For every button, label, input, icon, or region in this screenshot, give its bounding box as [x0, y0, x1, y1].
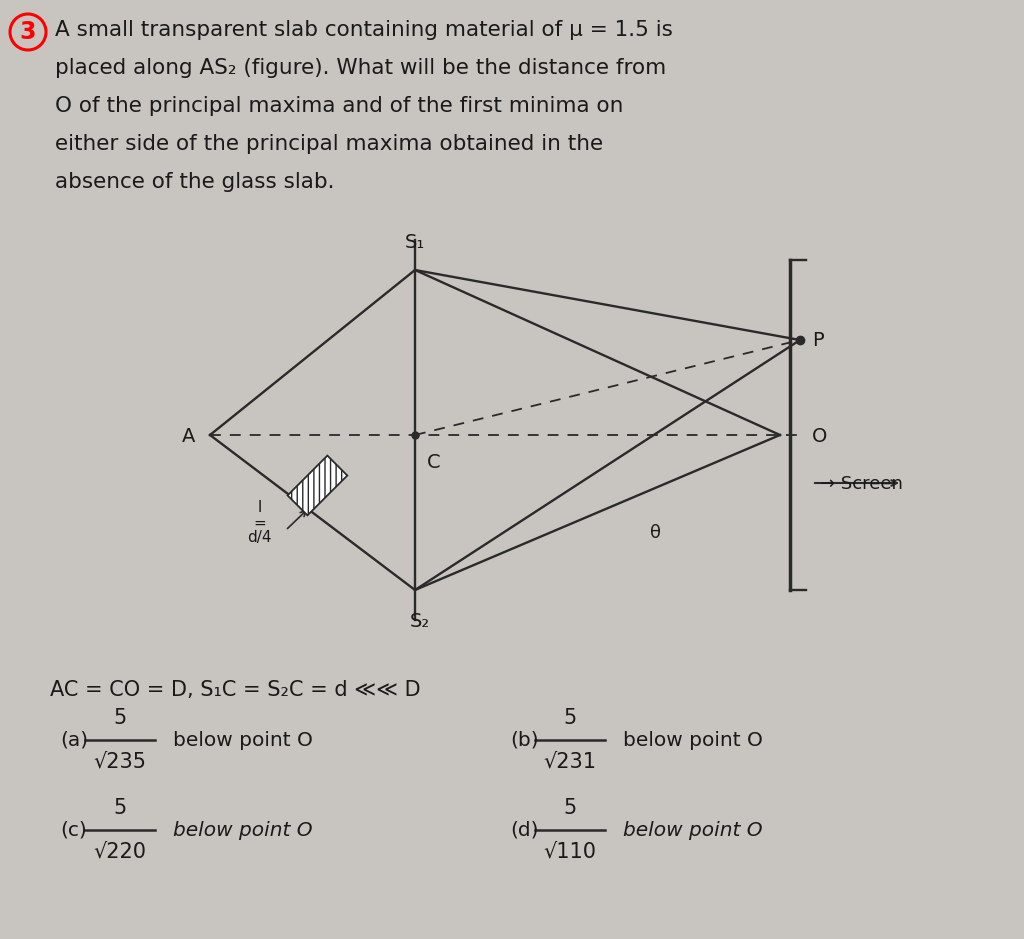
Text: (c): (c): [60, 821, 87, 839]
Polygon shape: [288, 455, 347, 516]
Text: 3: 3: [19, 20, 36, 44]
Text: below point O: below point O: [623, 731, 763, 749]
Text: l: l: [257, 500, 261, 516]
Text: absence of the glass slab.: absence of the glass slab.: [55, 172, 335, 192]
Text: √231: √231: [544, 752, 597, 772]
Text: AC = CO = D, S₁C = S₂C = d ≪≪ D: AC = CO = D, S₁C = S₂C = d ≪≪ D: [50, 680, 421, 700]
Text: below point O: below point O: [173, 731, 313, 749]
Text: below point O: below point O: [623, 821, 763, 839]
Text: (b): (b): [510, 731, 539, 749]
Text: O: O: [812, 427, 827, 447]
Text: S₁: S₁: [404, 233, 425, 252]
Text: below point O: below point O: [173, 821, 312, 839]
Text: θ: θ: [650, 524, 662, 543]
Text: → Screen: → Screen: [820, 475, 903, 493]
Text: √220: √220: [93, 842, 146, 862]
Text: 5: 5: [114, 798, 127, 818]
Text: =: =: [253, 516, 266, 531]
Text: √110: √110: [544, 842, 597, 862]
Text: √235: √235: [93, 752, 146, 772]
Text: (a): (a): [60, 731, 88, 749]
Text: (d): (d): [510, 821, 539, 839]
Text: 5: 5: [563, 708, 577, 728]
Text: placed along AS₂ (figure). What will be the distance from: placed along AS₂ (figure). What will be …: [55, 58, 667, 78]
Text: A small transparent slab containing material of μ = 1.5 is: A small transparent slab containing mate…: [55, 20, 673, 40]
Text: A: A: [181, 427, 195, 447]
Text: either side of the principal maxima obtained in the: either side of the principal maxima obta…: [55, 134, 603, 154]
Text: 5: 5: [114, 708, 127, 728]
Text: d/4: d/4: [247, 531, 271, 546]
Text: C: C: [427, 453, 440, 472]
Text: 5: 5: [563, 798, 577, 818]
Text: O of the principal maxima and of the first minima on: O of the principal maxima and of the fir…: [55, 96, 624, 116]
Text: P: P: [812, 331, 823, 349]
Text: S₂: S₂: [410, 612, 430, 631]
